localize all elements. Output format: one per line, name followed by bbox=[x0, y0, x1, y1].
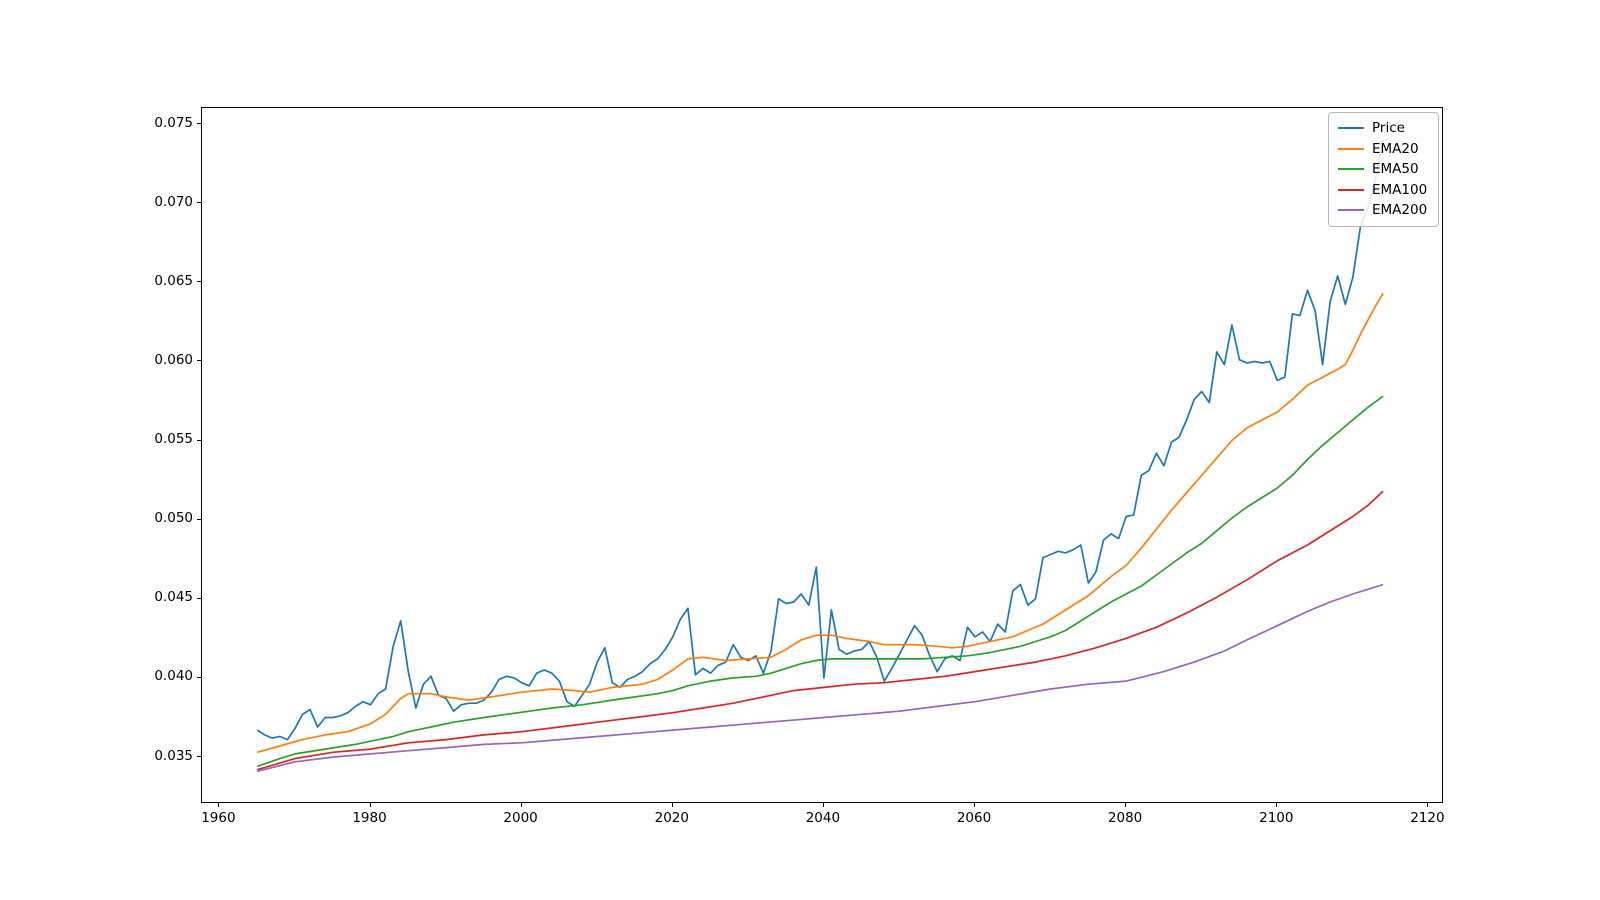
ema200-line bbox=[256, 583, 1384, 773]
y-tick-mark bbox=[197, 756, 201, 758]
ema100-line bbox=[256, 490, 1384, 771]
legend-swatch-ema50 bbox=[1338, 168, 1364, 171]
y-tick-mark bbox=[197, 676, 201, 678]
legend-item-ema50: EMA50 bbox=[1338, 159, 1438, 180]
y-tick-mark bbox=[197, 518, 201, 520]
legend-swatch-ema20 bbox=[1338, 147, 1364, 150]
x-tick-mark bbox=[671, 803, 673, 807]
legend: Price EMA20 EMA50 EMA100 EMA200 bbox=[1328, 112, 1439, 227]
x-tick-label: 2080 bbox=[1107, 810, 1143, 826]
legend-label: EMA20 bbox=[1372, 140, 1419, 157]
x-tick-label: 1960 bbox=[201, 810, 236, 826]
y-tick-mark bbox=[197, 202, 201, 204]
legend-swatch-ema200 bbox=[1338, 209, 1364, 212]
y-tick-label: 0.065 bbox=[154, 272, 193, 289]
x-tick-mark bbox=[369, 803, 371, 807]
x-tick-label: 2040 bbox=[805, 810, 841, 826]
y-tick-mark bbox=[197, 281, 201, 283]
x-tick-mark bbox=[822, 803, 824, 807]
y-tick-label: 0.060 bbox=[154, 351, 193, 368]
plot-area: Price EMA20 EMA50 EMA100 EMA200 bbox=[201, 107, 1443, 803]
chart-canvas bbox=[256, 139, 1384, 773]
legend-label: EMA50 bbox=[1372, 161, 1419, 178]
x-tick-label: 2020 bbox=[654, 810, 689, 826]
legend-label: EMA100 bbox=[1372, 181, 1428, 198]
x-tick-mark bbox=[974, 803, 975, 807]
legend-label: Price bbox=[1372, 120, 1405, 137]
y-tick-label: 0.035 bbox=[154, 747, 193, 764]
x-tick-label: 2000 bbox=[503, 810, 538, 826]
y-tick-label: 0.040 bbox=[154, 668, 193, 685]
y-tick-mark bbox=[197, 123, 201, 124]
x-tick-mark bbox=[1125, 803, 1127, 807]
legend-swatch-ema100 bbox=[1338, 188, 1364, 191]
y-tick-mark bbox=[197, 597, 201, 599]
legend-item-ema200: EMA200 bbox=[1338, 200, 1438, 221]
legend-item-ema100: EMA100 bbox=[1338, 180, 1438, 201]
legend-swatch-price bbox=[1338, 127, 1364, 130]
y-tick-label: 0.055 bbox=[154, 431, 193, 447]
price-line bbox=[256, 139, 1384, 741]
x-tick-mark bbox=[218, 803, 220, 807]
x-tick-mark bbox=[1427, 803, 1429, 807]
y-tick-label: 0.045 bbox=[154, 589, 193, 606]
x-tick-label: 1980 bbox=[352, 810, 387, 826]
x-tick-label: 2120 bbox=[1410, 810, 1445, 826]
ema20-line bbox=[256, 292, 1384, 754]
legend-label: EMA200 bbox=[1372, 202, 1428, 219]
x-tick-mark bbox=[520, 803, 522, 807]
legend-item-price: Price bbox=[1338, 118, 1438, 139]
x-tick-mark bbox=[1276, 803, 1278, 807]
legend-item-ema20: EMA20 bbox=[1338, 139, 1438, 160]
ema50-line bbox=[256, 395, 1384, 768]
y-tick-label: 0.075 bbox=[154, 114, 193, 131]
y-tick-label: 0.050 bbox=[154, 510, 193, 527]
x-tick-label: 2100 bbox=[1259, 810, 1294, 826]
y-tick-mark bbox=[197, 360, 201, 362]
y-tick-label: 0.070 bbox=[154, 193, 193, 210]
x-tick-label: 2060 bbox=[956, 810, 992, 826]
y-tick-mark bbox=[197, 439, 201, 441]
